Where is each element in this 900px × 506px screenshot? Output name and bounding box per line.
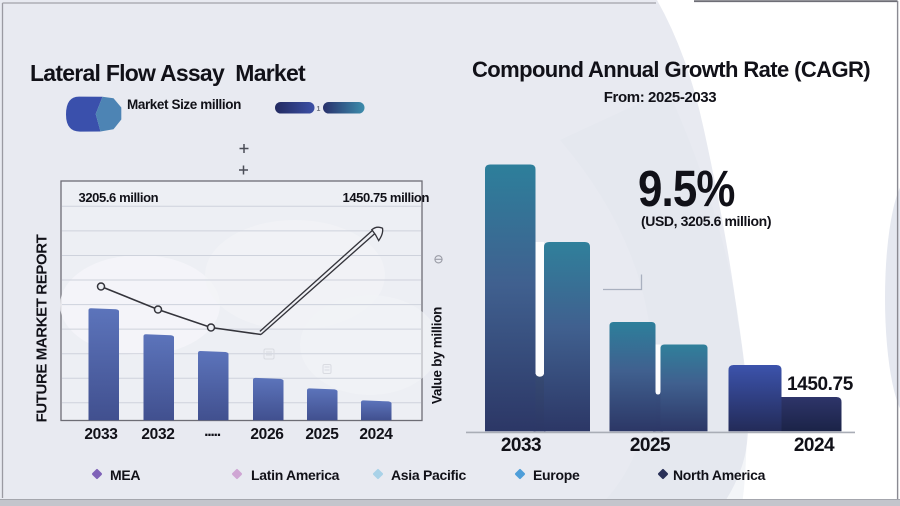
svg-text:1: 1 [317,106,321,113]
